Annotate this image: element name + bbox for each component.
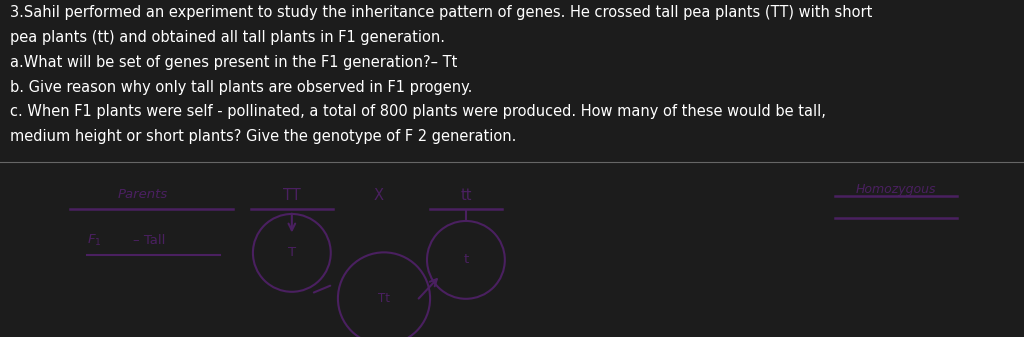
- Text: t: t: [463, 253, 469, 266]
- Text: – Tall: – Tall: [133, 234, 166, 247]
- Text: TT: TT: [283, 188, 301, 203]
- Text: Tt: Tt: [378, 292, 390, 305]
- Text: tt: tt: [460, 188, 472, 203]
- Text: c. When F1 plants were self - pollinated, a total of 800 plants were produced. H: c. When F1 plants were self - pollinated…: [10, 104, 826, 119]
- Text: Parents: Parents: [118, 188, 168, 201]
- Text: a.What will be set of genes present in the F1 generation?– Tt: a.What will be set of genes present in t…: [10, 55, 458, 70]
- Text: b. Give reason why only tall plants are observed in F1 progeny.: b. Give reason why only tall plants are …: [10, 80, 473, 94]
- Text: medium height or short plants? Give the genotype of F 2 generation.: medium height or short plants? Give the …: [10, 129, 517, 144]
- Text: X: X: [374, 188, 384, 203]
- Text: $F_1$: $F_1$: [87, 233, 101, 248]
- Text: Homozygous: Homozygous: [856, 183, 936, 196]
- Text: T: T: [288, 246, 296, 259]
- Text: 3.Sahil performed an experiment to study the inheritance pattern of genes. He cr: 3.Sahil performed an experiment to study…: [10, 5, 872, 20]
- Text: pea plants (tt) and obtained all tall plants in F1 generation.: pea plants (tt) and obtained all tall pl…: [10, 30, 445, 45]
